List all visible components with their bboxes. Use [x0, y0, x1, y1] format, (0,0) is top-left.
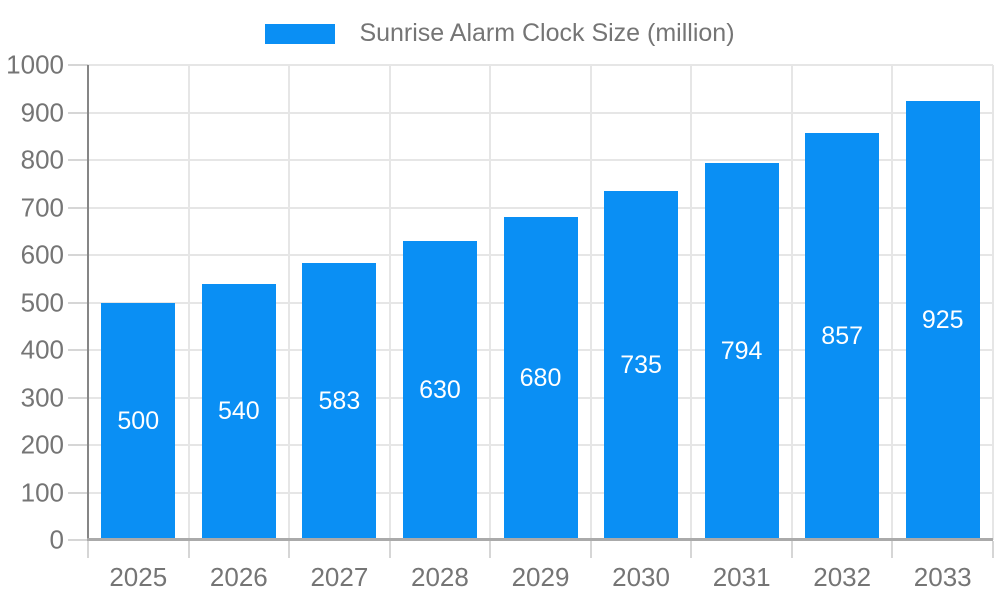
horizontal-gridline [88, 111, 993, 114]
y-axis-tick [68, 491, 88, 494]
vertical-gridline [288, 65, 291, 540]
y-axis-tick [68, 539, 88, 541]
bar-value-label: 735 [620, 350, 662, 379]
horizontal-gridline [88, 206, 993, 209]
x-tick-label: 2028 [411, 562, 469, 592]
y-axis-tick [68, 64, 88, 66]
legend-label: Sunrise Alarm Clock Size (million) [359, 19, 735, 47]
y-tick-label: 700 [20, 192, 64, 222]
x-axis: 2025 2026 2027 2028 2029 2030 2031 2032 2033 [87, 541, 994, 600]
vertical-gridline [388, 65, 391, 540]
bar[interactable]: 925 [905, 100, 980, 540]
y-axis-tick [68, 349, 88, 351]
bar-value-label: 500 [117, 406, 160, 435]
bar[interactable]: 735 [604, 190, 679, 540]
y-tick-label: 1000 [6, 49, 64, 80]
horizontal-gridline [88, 159, 993, 161]
x-tick-label: 2030 [612, 562, 670, 592]
vertical-gridline [489, 65, 492, 540]
x-axis-tick [87, 541, 89, 558]
x-axis-tick [992, 541, 994, 558]
vertical-gridline [589, 65, 592, 540]
bar-value-label: 540 [217, 397, 260, 426]
bar[interactable]: 857 [805, 132, 880, 540]
chart-legend[interactable]: Sunrise Alarm Clock Size (million) [0, 19, 1000, 48]
y-tick-label: 600 [20, 239, 64, 270]
y-tick-label: 300 [20, 382, 64, 412]
x-axis-line [87, 538, 993, 541]
x-axis-tick [489, 541, 492, 558]
x-axis-tick [589, 541, 592, 558]
vertical-gridline [891, 65, 894, 540]
x-axis-tick [790, 541, 793, 558]
bar[interactable]: 630 [402, 240, 477, 540]
vertical-gridline [187, 65, 190, 540]
bar[interactable]: 583 [302, 263, 377, 540]
bar[interactable]: 540 [201, 283, 276, 540]
vertical-gridline [992, 65, 994, 540]
bar-value-label: 680 [519, 364, 562, 392]
x-axis-tick [187, 541, 190, 558]
y-tick-label: 800 [20, 144, 64, 175]
x-axis-tick [690, 541, 693, 558]
bar[interactable]: 500 [101, 302, 176, 540]
x-axis-tick [388, 541, 391, 558]
vertical-gridline [690, 65, 693, 540]
bar-value-label: 857 [821, 321, 864, 350]
x-tick-label: 2027 [310, 562, 369, 592]
legend-swatch-icon [265, 23, 336, 44]
bar-value-label: 925 [921, 305, 964, 334]
x-tick-label: 2025 [109, 562, 168, 592]
bar-value-label: 630 [419, 375, 461, 404]
y-axis-tick [68, 396, 88, 399]
y-axis-tick [68, 206, 88, 209]
x-axis-tick [288, 541, 291, 558]
vertical-gridline [790, 65, 793, 540]
x-tick-label: 2026 [209, 562, 268, 592]
y-tick-label: 100 [20, 477, 64, 507]
y-tick-label: 500 [20, 287, 64, 317]
y-tick-label: 900 [20, 97, 64, 127]
y-tick-label: 200 [20, 429, 64, 460]
x-tick-label: 2029 [511, 562, 570, 592]
y-axis-tick [68, 301, 88, 304]
bar[interactable]: 794 [704, 162, 779, 540]
x-tick-label: 2031 [712, 562, 771, 592]
y-axis-tick [68, 111, 88, 114]
y-axis-tick [68, 159, 88, 161]
x-tick-label: 2032 [813, 562, 872, 592]
horizontal-gridline [88, 64, 993, 66]
y-axis-line [87, 65, 89, 540]
y-axis-tick [68, 444, 88, 446]
bar-value-label: 794 [720, 336, 763, 365]
y-axis: 0 100 200 300 400 500 600 700 800 900 1000 [0, 50, 88, 555]
y-tick-label: 400 [20, 334, 64, 365]
x-tick-label: 2033 [913, 562, 972, 592]
bar[interactable]: 680 [503, 217, 578, 540]
bar-value-label: 583 [318, 387, 361, 416]
plot-area: 500 540 583 630 680 735 794 857 925 [88, 64, 994, 540]
y-tick-label: 0 [49, 524, 64, 555]
x-axis-tick [891, 541, 894, 558]
y-axis-tick [68, 254, 88, 256]
